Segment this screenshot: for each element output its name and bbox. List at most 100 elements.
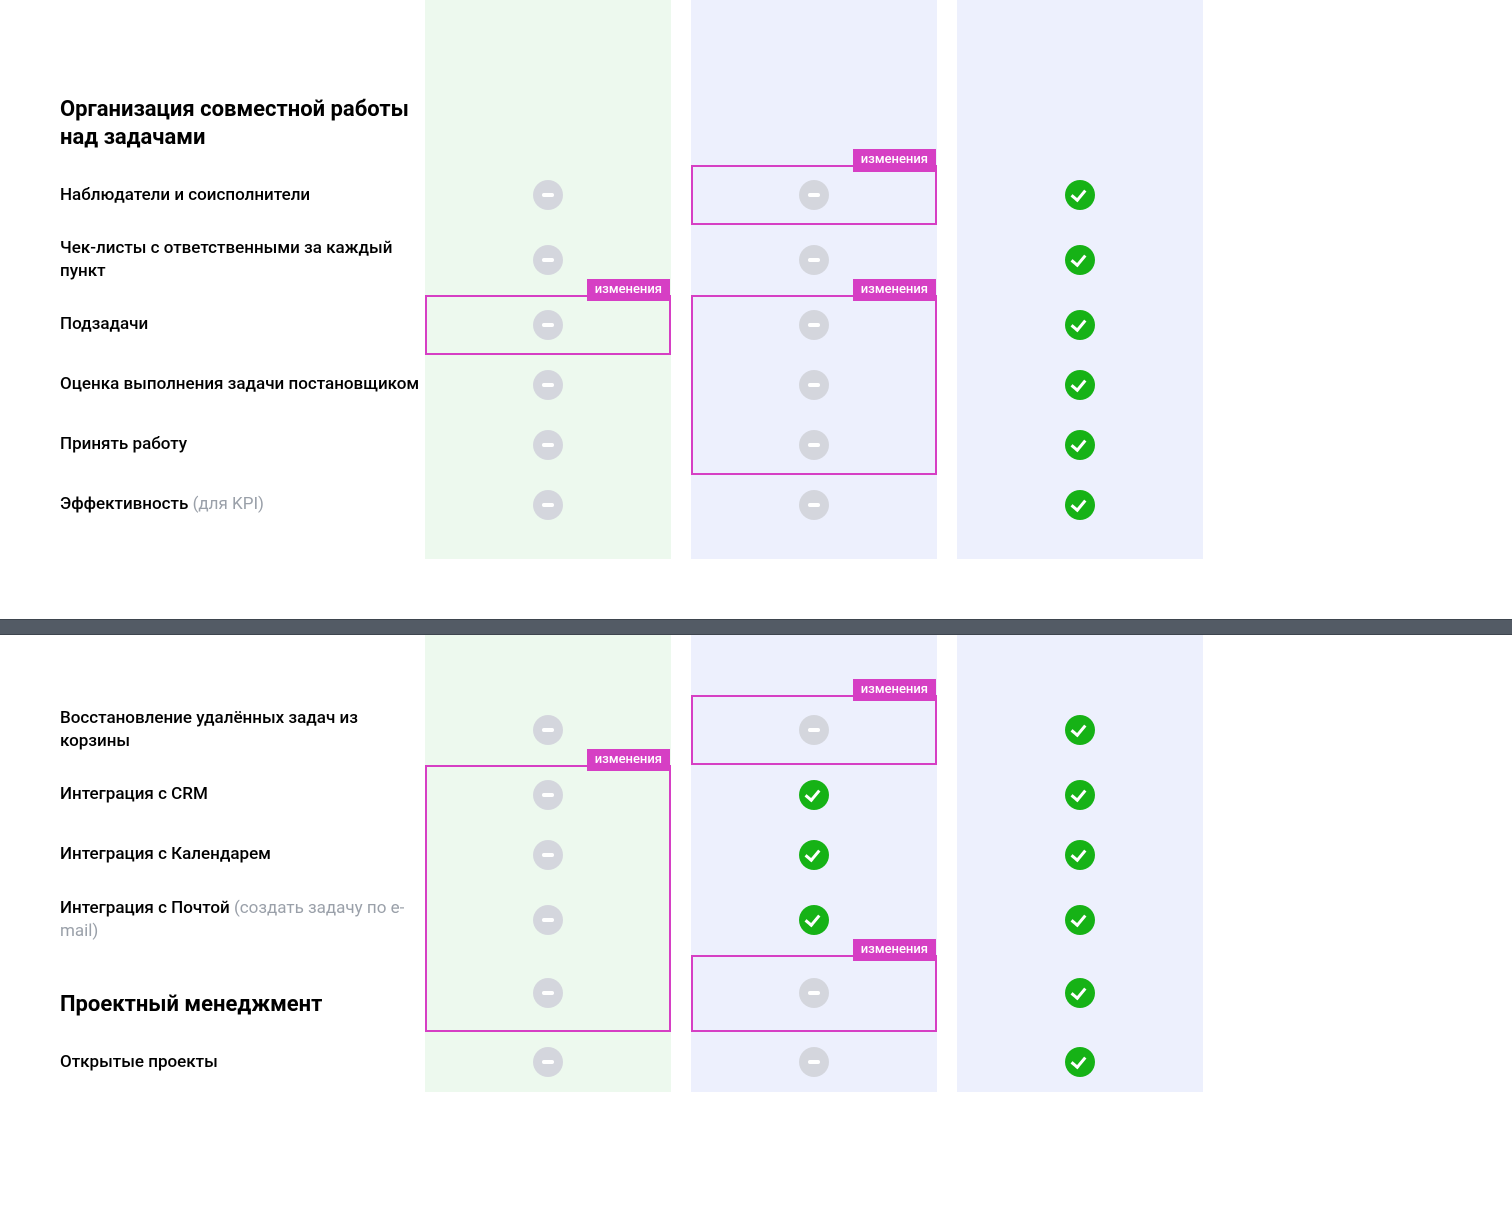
plan-cell [957,165,1203,225]
plan-cell [957,415,1203,475]
plan-cell [957,295,1203,355]
plan-cell: изменения [425,295,671,355]
plan-cell [425,415,671,475]
table-row: Наблюдатели и соисполнителиизменения [60,165,1452,225]
plan-cell: изменения [691,695,937,765]
minus-icon [533,370,563,400]
minus-icon [533,490,563,520]
plan-cell: изменения [691,295,937,355]
feature-label: Эффективность (для KPI) [60,493,264,516]
plan-cell [957,955,1203,1033]
feature-label: Открытые проекты [60,1051,218,1074]
plan-cell [957,885,1203,955]
plan-cell [957,765,1203,825]
check-icon [1065,715,1095,745]
section-heading: Проектный менеджмент [60,991,322,1019]
check-icon [1065,840,1095,870]
section-collab: Организация совместной работы над задача… [0,0,1512,559]
plan-cell [691,475,937,535]
feature-sublabel: (для KPI) [193,494,264,514]
plan-cell [425,165,671,225]
plan-cell [957,825,1203,885]
plan-cell [691,765,937,825]
minus-icon [533,1047,563,1077]
table-row: Эффективность (для KPI) [60,475,1452,535]
minus-icon [799,370,829,400]
section-divider [0,619,1512,635]
minus-icon [799,430,829,460]
plan-cell [957,355,1203,415]
plan-cell [425,355,671,415]
feature-label: Оценка выполнения задачи постановщиком [60,373,419,396]
plan-cell [957,475,1203,535]
plan-cell: изменения [691,955,937,1033]
table-row: Проектный менеджмент изменения [60,955,1452,1033]
feature-label: Интеграция с CRM [60,783,208,806]
section-heading: Организация совместной работы над задача… [60,96,425,151]
plan-cell [957,225,1203,295]
minus-icon [799,245,829,275]
minus-icon [533,430,563,460]
feature-sublabel: (создать задачу по e-mail) [60,898,404,941]
minus-icon [799,978,829,1008]
minus-icon [533,905,563,935]
minus-icon [533,310,563,340]
plan-cell [425,955,671,1033]
table-row: Восстановление удалённых задач из корзин… [60,695,1452,765]
table-row: Интеграция с Календарем [60,825,1452,885]
feature-label: Восстановление удалённых задач из корзин… [60,707,425,753]
plan-cell: изменения [691,165,937,225]
plan-cell [425,885,671,955]
minus-icon [533,180,563,210]
check-icon [1065,978,1095,1008]
minus-icon [533,780,563,810]
table-row: Открытые проекты [60,1032,1452,1092]
minus-icon [799,180,829,210]
plan-cell [425,695,671,765]
plan-cell [425,225,671,295]
check-icon [1065,780,1095,810]
check-icon [799,905,829,935]
plan-cell [691,825,937,885]
check-icon [1065,180,1095,210]
plan-cell: изменения [425,765,671,825]
plan-cell [957,695,1203,765]
section-integrations: Восстановление удалённых задач из корзин… [0,635,1512,1092]
table-row: Принять работу [60,415,1452,475]
plan-cell [691,355,937,415]
check-icon [1065,490,1095,520]
check-icon [1065,905,1095,935]
minus-icon [799,310,829,340]
plan-cell [691,415,937,475]
table-row: Подзадачи изменения изменения [60,295,1452,355]
feature-label: Подзадачи [60,313,148,336]
table-row: Интеграция с Почтой (создать задачу по e… [60,885,1452,955]
feature-label: Интеграция с Почтой (создать задачу по e… [60,897,425,943]
table-row: Интеграция с CRM изменения [60,765,1452,825]
minus-icon [533,978,563,1008]
minus-icon [799,715,829,745]
check-icon [1065,245,1095,275]
plan-cell [425,1032,671,1092]
table-row: Оценка выполнения задачи постановщиком [60,355,1452,415]
plan-cell [691,225,937,295]
plan-cell [957,1032,1203,1092]
check-icon [1065,310,1095,340]
section-heading-row: Организация совместной работы над задача… [60,60,1452,165]
minus-icon [533,840,563,870]
plan-cell [691,885,937,955]
plan-cell [691,1032,937,1092]
minus-icon [799,490,829,520]
feature-label: Принять работу [60,433,187,456]
check-icon [1065,370,1095,400]
plan-cell [425,475,671,535]
check-icon [799,780,829,810]
minus-icon [799,1047,829,1077]
plan-cell [425,825,671,885]
check-icon [1065,430,1095,460]
check-icon [799,840,829,870]
feature-label: Интеграция с Календарем [60,843,271,866]
check-icon [1065,1047,1095,1077]
comparison-table: Организация совместной работы над задача… [0,0,1512,1092]
table-row: Чек-листы с ответственными за каждый пун… [60,225,1452,295]
